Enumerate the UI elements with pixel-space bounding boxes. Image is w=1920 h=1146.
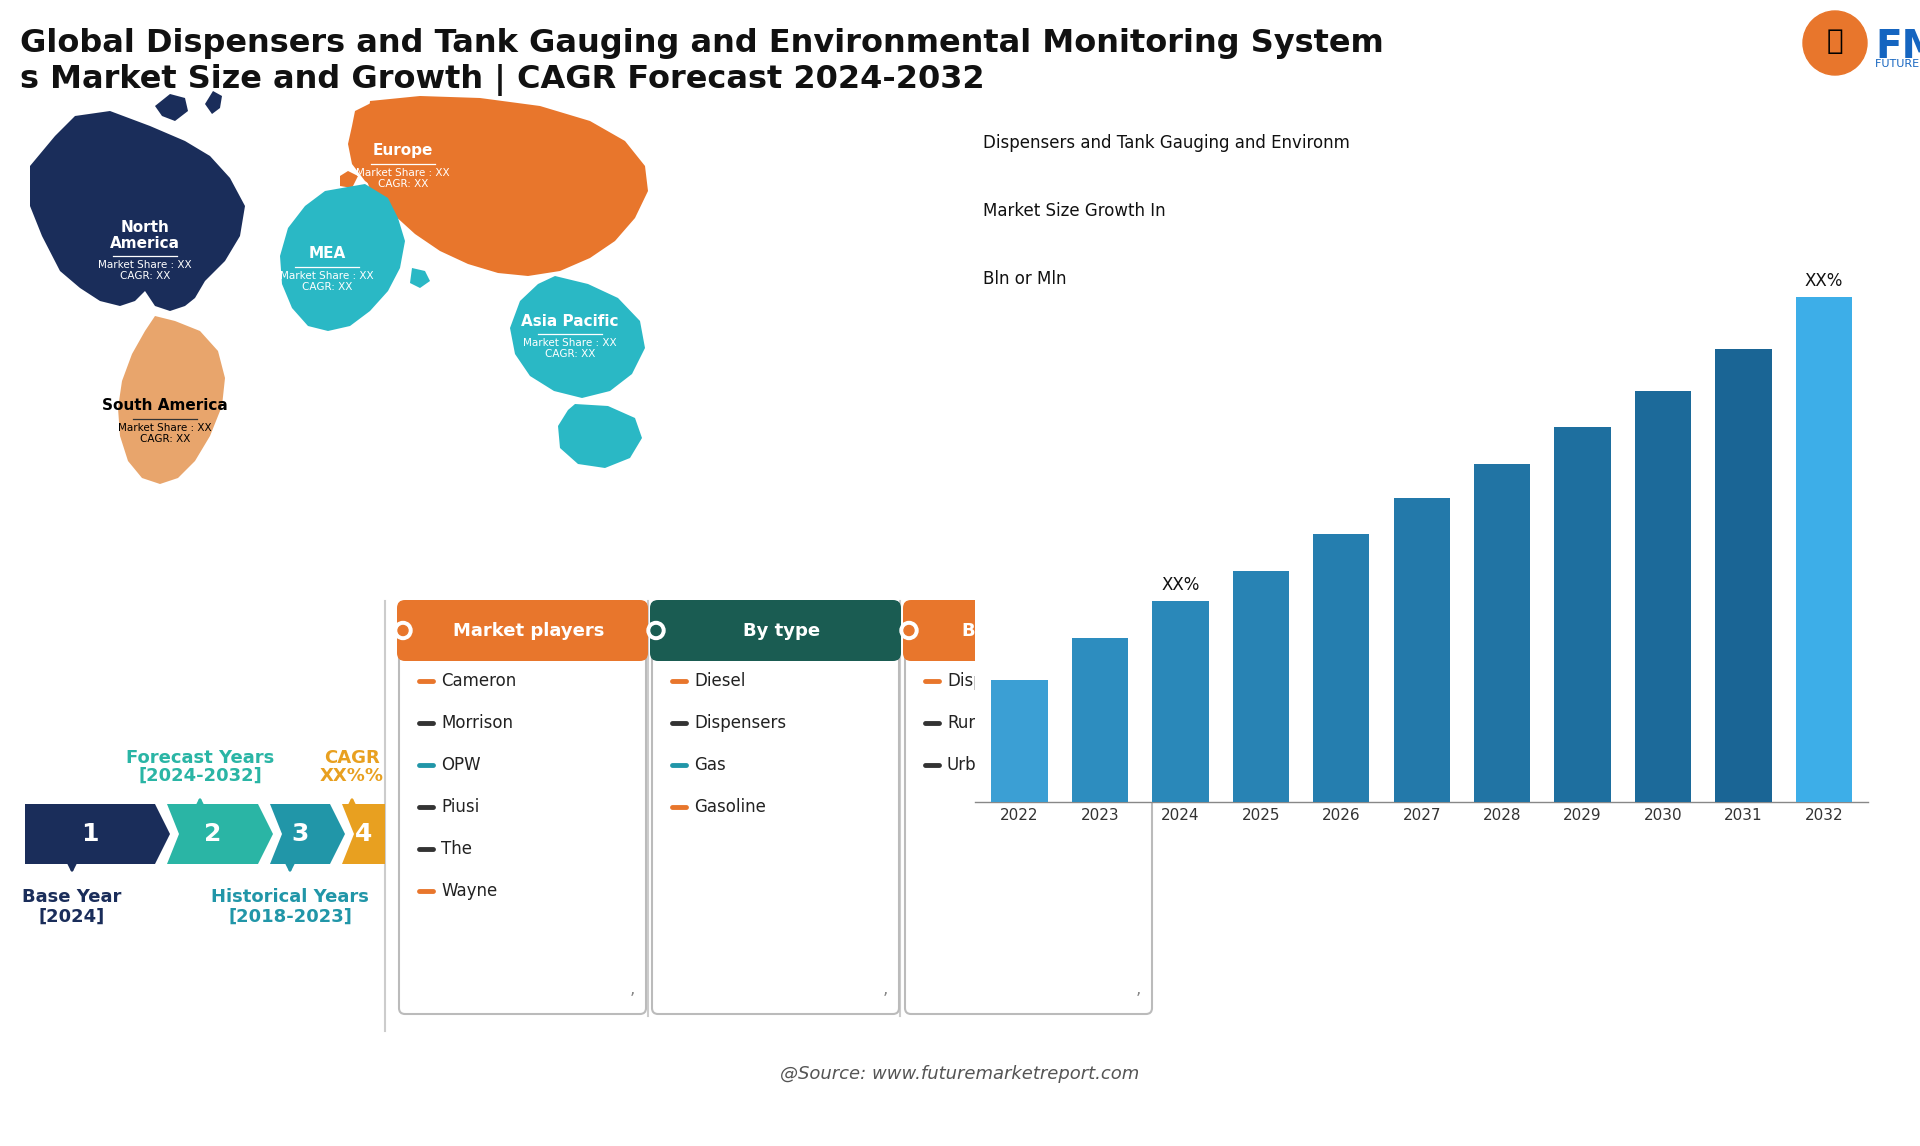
Bar	[1475, 464, 1530, 802]
Text: By type: By type	[743, 621, 820, 639]
Text: ,: ,	[1135, 980, 1140, 998]
Text: Gas: Gas	[693, 756, 726, 774]
Text: 2: 2	[204, 822, 221, 846]
Bar	[1795, 297, 1853, 802]
Text: 1: 1	[81, 822, 98, 846]
Bar	[991, 681, 1048, 802]
FancyBboxPatch shape	[397, 601, 649, 661]
Text: Base Year: Base Year	[23, 888, 121, 906]
Text: Market Share : XX: Market Share : XX	[522, 338, 616, 348]
Text: [2018-2023]: [2018-2023]	[228, 908, 351, 926]
FancyBboxPatch shape	[904, 647, 1152, 1014]
Text: Diesel: Diesel	[693, 672, 745, 690]
Text: Morrison: Morrison	[442, 714, 513, 732]
Text: Market Share : XX: Market Share : XX	[280, 270, 374, 281]
Text: ,: ,	[630, 980, 636, 998]
Polygon shape	[167, 804, 273, 864]
Circle shape	[900, 621, 918, 639]
FancyBboxPatch shape	[399, 647, 645, 1014]
Text: XX%: XX%	[1162, 576, 1200, 594]
Bar	[1394, 497, 1450, 802]
Text: XX%: XX%	[1805, 272, 1843, 290]
Polygon shape	[156, 94, 188, 121]
Text: s Market Size and Growth | CAGR Forecast 2024-2032: s Market Size and Growth | CAGR Forecast…	[19, 64, 985, 96]
Text: [2024-2032]: [2024-2032]	[138, 767, 261, 785]
Text: Asia Pacific: Asia Pacific	[520, 314, 618, 329]
Polygon shape	[117, 316, 225, 484]
Text: CAGR: XX: CAGR: XX	[378, 179, 428, 189]
Text: XX%%: XX%%	[321, 767, 384, 785]
Text: 3: 3	[292, 822, 309, 846]
Polygon shape	[342, 804, 386, 864]
Text: Market Share : XX: Market Share : XX	[357, 168, 449, 178]
Bar	[1715, 350, 1772, 802]
Text: ,: ,	[883, 980, 887, 998]
Text: The: The	[442, 840, 472, 858]
Text: Market Share : XX: Market Share : XX	[98, 260, 192, 270]
Polygon shape	[31, 111, 246, 311]
Text: Rural: Rural	[947, 714, 991, 732]
Text: Market Size Growth In: Market Size Growth In	[983, 202, 1165, 220]
Text: FUTURE MARKET REPORT: FUTURE MARKET REPORT	[1876, 58, 1920, 69]
Polygon shape	[559, 405, 641, 468]
Polygon shape	[280, 185, 405, 331]
Polygon shape	[340, 171, 357, 188]
Text: Gasoline: Gasoline	[693, 798, 766, 816]
Text: MEA: MEA	[309, 246, 346, 261]
Text: North: North	[121, 220, 169, 235]
Text: Cameron: Cameron	[442, 672, 516, 690]
Polygon shape	[205, 91, 223, 113]
Text: Dispensers: Dispensers	[693, 714, 785, 732]
Circle shape	[1803, 11, 1866, 74]
Circle shape	[904, 626, 914, 636]
Circle shape	[647, 621, 664, 639]
Text: 4: 4	[355, 822, 372, 846]
Text: By application: By application	[962, 621, 1106, 639]
Bar	[1233, 571, 1288, 802]
Circle shape	[397, 626, 407, 636]
Text: Bln or Mln: Bln or Mln	[983, 270, 1068, 289]
Bar	[1555, 427, 1611, 802]
Polygon shape	[599, 306, 628, 344]
Circle shape	[651, 626, 660, 636]
Polygon shape	[25, 804, 171, 864]
FancyBboxPatch shape	[651, 601, 900, 661]
FancyBboxPatch shape	[653, 647, 899, 1014]
Polygon shape	[363, 96, 649, 276]
Text: Historical Years: Historical Years	[211, 888, 369, 906]
Text: Europe: Europe	[372, 143, 434, 158]
Polygon shape	[348, 101, 455, 198]
Text: CAGR: XX: CAGR: XX	[545, 350, 595, 359]
Text: Dispensers: Dispensers	[947, 672, 1039, 690]
Text: CAGR: CAGR	[324, 749, 380, 767]
Polygon shape	[411, 268, 430, 288]
Text: CAGR: XX: CAGR: XX	[301, 282, 351, 292]
Text: Piusi: Piusi	[442, 798, 480, 816]
Circle shape	[394, 621, 413, 639]
Text: Market Share : XX: Market Share : XX	[119, 423, 211, 433]
Text: Wayne: Wayne	[442, 882, 497, 900]
Text: Dispensers and Tank Gauging and Environm: Dispensers and Tank Gauging and Environm	[983, 134, 1350, 152]
Text: South America: South America	[102, 399, 228, 414]
Text: @Source: www.futuremarketreport.com: @Source: www.futuremarketreport.com	[780, 1065, 1140, 1083]
Text: Market players: Market players	[453, 621, 605, 639]
Bar	[1071, 638, 1129, 802]
Text: CAGR: XX: CAGR: XX	[119, 270, 171, 281]
Polygon shape	[511, 276, 645, 398]
Bar	[1152, 602, 1208, 802]
Text: Urban: Urban	[947, 756, 996, 774]
Text: Global Dispensers and Tank Gauging and Environmental Monitoring System: Global Dispensers and Tank Gauging and E…	[19, 28, 1384, 58]
Text: Forecast Years: Forecast Years	[127, 749, 275, 767]
Text: FMR: FMR	[1876, 28, 1920, 66]
Text: CAGR: XX: CAGR: XX	[140, 434, 190, 444]
Text: [2024]: [2024]	[38, 908, 106, 926]
Text: 🔭: 🔭	[1826, 28, 1843, 55]
Polygon shape	[271, 804, 346, 864]
Bar	[1313, 534, 1369, 802]
Bar	[1636, 391, 1692, 802]
FancyBboxPatch shape	[902, 601, 1154, 661]
Text: America: America	[109, 235, 180, 251]
Text: OPW: OPW	[442, 756, 480, 774]
